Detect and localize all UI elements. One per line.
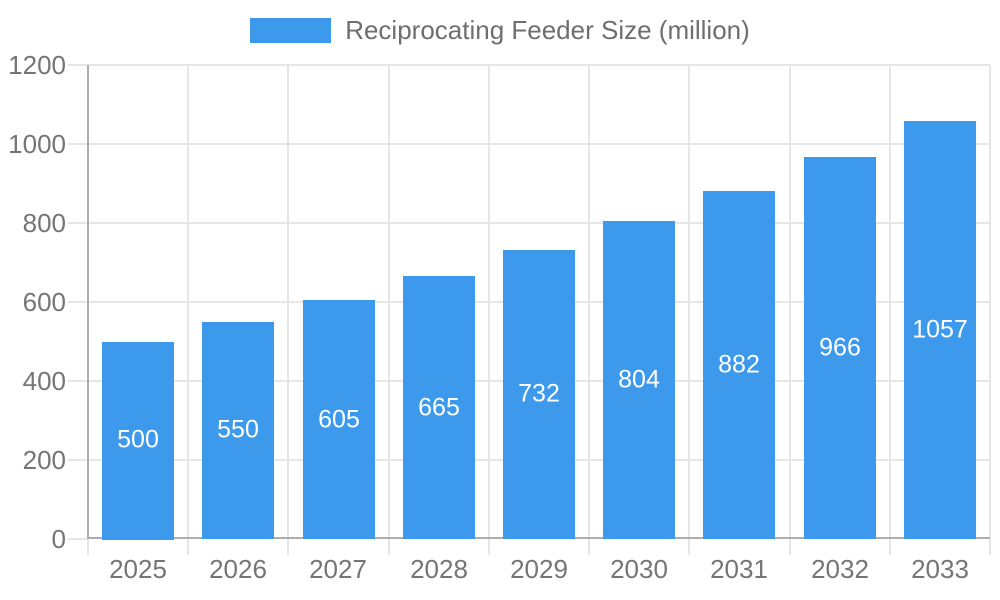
x-gridline bbox=[789, 65, 791, 539]
x-tick-mark bbox=[388, 539, 390, 555]
bar-value-label: 966 bbox=[819, 333, 861, 362]
x-gridline bbox=[588, 65, 590, 539]
x-tick-mark bbox=[889, 539, 891, 555]
x-tick-label: 2030 bbox=[610, 554, 668, 584]
x-tick-label: 2026 bbox=[209, 554, 267, 584]
x-tick-label: 2032 bbox=[811, 554, 869, 584]
bar[interactable] bbox=[804, 157, 876, 539]
bar[interactable] bbox=[303, 300, 375, 539]
y-tick-label: 200 bbox=[22, 445, 66, 475]
y-tick-mark bbox=[68, 538, 88, 540]
bar[interactable] bbox=[202, 322, 274, 539]
x-gridline bbox=[688, 65, 690, 539]
bar[interactable] bbox=[403, 276, 475, 539]
y-tick-mark bbox=[68, 143, 88, 145]
x-tick-label: 2033 bbox=[911, 554, 969, 584]
bar[interactable] bbox=[603, 221, 675, 539]
y-tick-mark bbox=[68, 380, 88, 382]
bar-value-label: 500 bbox=[117, 425, 159, 454]
x-tick-mark bbox=[488, 539, 490, 555]
legend-item[interactable]: Reciprocating Feeder Size (million) bbox=[0, 16, 1000, 44]
x-tick-mark bbox=[789, 539, 791, 555]
y-tick-mark bbox=[68, 64, 88, 66]
x-tick-label: 2027 bbox=[309, 554, 367, 584]
x-gridline bbox=[488, 65, 490, 539]
x-tick-mark bbox=[87, 539, 89, 555]
bar-value-label: 605 bbox=[318, 405, 360, 434]
bar-value-label: 550 bbox=[217, 415, 259, 444]
bar[interactable] bbox=[904, 121, 976, 539]
x-tick-mark bbox=[287, 539, 289, 555]
bar[interactable] bbox=[703, 191, 775, 539]
bar-value-label: 804 bbox=[618, 365, 660, 394]
y-tick-label: 400 bbox=[22, 366, 66, 396]
x-tick-mark bbox=[187, 539, 189, 555]
y-gridline bbox=[88, 143, 990, 145]
bar-value-label: 882 bbox=[718, 350, 760, 379]
x-tick-label: 2031 bbox=[710, 554, 768, 584]
x-gridline bbox=[989, 65, 991, 539]
x-tick-label: 2028 bbox=[410, 554, 468, 584]
bar-value-label: 665 bbox=[418, 393, 460, 422]
y-tick-label: 0 bbox=[51, 524, 66, 554]
legend-label: Reciprocating Feeder Size (million) bbox=[345, 15, 750, 45]
y-tick-mark bbox=[68, 459, 88, 461]
y-tick-label: 600 bbox=[22, 287, 66, 317]
y-axis-line bbox=[87, 65, 89, 539]
x-tick-mark bbox=[688, 539, 690, 555]
legend-swatch bbox=[250, 17, 332, 43]
x-gridline bbox=[187, 65, 189, 539]
y-gridline bbox=[88, 222, 990, 224]
y-tick-mark bbox=[68, 301, 88, 303]
bar[interactable] bbox=[102, 342, 174, 540]
x-gridline bbox=[388, 65, 390, 539]
bar-value-label: 1057 bbox=[912, 315, 968, 344]
x-tick-label: 2029 bbox=[510, 554, 568, 584]
y-tick-label: 1000 bbox=[8, 129, 66, 159]
x-tick-mark bbox=[588, 539, 590, 555]
y-tick-mark bbox=[68, 222, 88, 224]
y-tick-label: 800 bbox=[22, 208, 66, 238]
y-gridline bbox=[88, 64, 990, 66]
bar[interactable] bbox=[503, 250, 575, 539]
x-tick-label: 2025 bbox=[109, 554, 167, 584]
x-tick-mark bbox=[989, 539, 991, 555]
x-gridline bbox=[889, 65, 891, 539]
plot-area: 0 200 400 600 800 1000 1200 500 2025 550 2026 605 20… bbox=[8, 51, 991, 583]
y-tick-label: 1200 bbox=[8, 50, 66, 80]
x-gridline bbox=[287, 65, 289, 539]
bar-value-label: 732 bbox=[518, 379, 560, 408]
